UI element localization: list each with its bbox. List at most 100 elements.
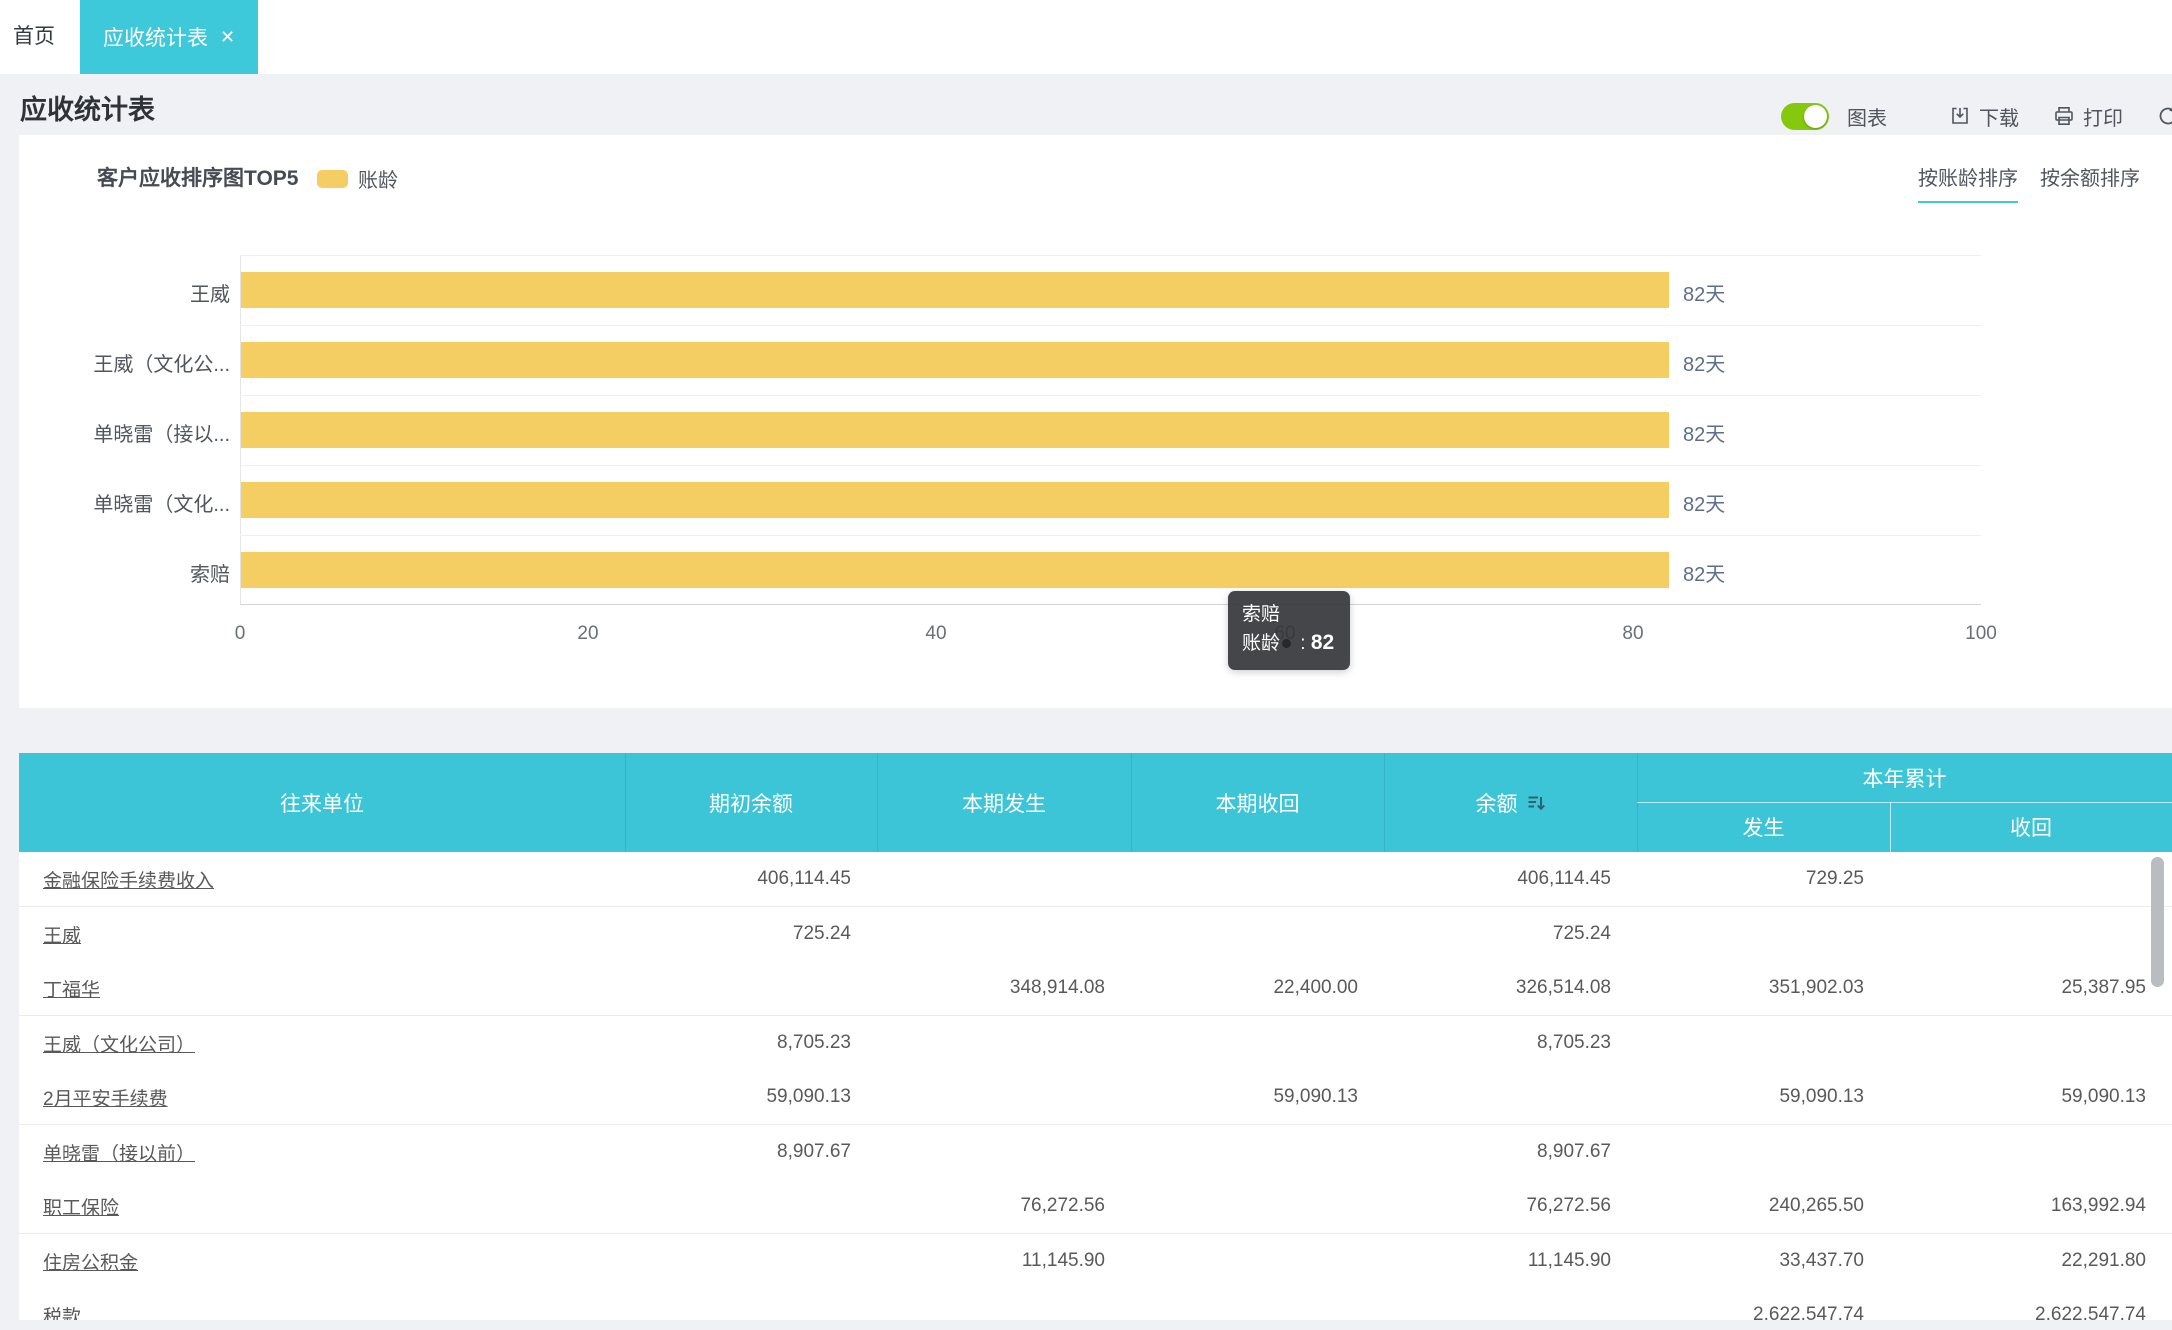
header-divider	[1131, 753, 1132, 852]
amount-cell: 59,090.13	[1273, 1086, 1358, 1107]
table-row: 税款 2,622,547.74 2,622,547.74	[19, 1288, 2172, 1320]
sort-tab-by-balance[interactable]: 按余额排序	[2040, 168, 2140, 190]
bar-category-label: 索赔	[190, 564, 230, 586]
x-tick-label: 0	[234, 623, 246, 644]
amount-cell	[1131, 1234, 1384, 1288]
amount-cell	[1890, 907, 2172, 961]
table-row: 王威（文化公司） 8,705.23 8,705.23	[19, 1016, 2172, 1071]
col-header-current-incurred[interactable]: 本期发生	[962, 792, 1046, 816]
bar-category-label: 王威（文化公...	[93, 354, 230, 376]
bar-1[interactable]	[241, 342, 1669, 378]
unit-name-link[interactable]: 税款	[43, 1306, 82, 1321]
download-button[interactable]: 下载	[1949, 102, 2019, 131]
header-subdivider	[1890, 802, 1891, 852]
sort-tab-by-aging[interactable]: 按账龄排序	[1918, 162, 2018, 203]
col-header-opening-balance[interactable]: 期初余额	[709, 792, 793, 816]
bar-value-label: 82天	[1683, 564, 1726, 586]
amount-cell	[625, 1234, 877, 1288]
amount-cell	[1131, 1288, 1384, 1320]
unit-name-link[interactable]: 金融保险手续费收入	[43, 870, 215, 892]
unit-name-link[interactable]: 丁福华	[43, 979, 101, 1001]
amount-cell	[1637, 1125, 1890, 1179]
col-header-current-received[interactable]: 本期收回	[1215, 792, 1300, 816]
amount-cell: 2,622,547.74	[1753, 1304, 1864, 1320]
chart-toggle-switch[interactable]	[1781, 102, 1829, 130]
amount-cell: 59,090.13	[1779, 1086, 1864, 1107]
table-header: 往来单位 期初余额 本期发生 本期收回 余额 本年累计 发生 收回	[19, 753, 2172, 852]
amount-cell: 22,291.80	[2061, 1250, 2146, 1271]
tab-receivable-stats[interactable]: 应收统计表 ✕	[80, 0, 258, 74]
unit-name-cell: 住房公积金	[19, 1234, 625, 1288]
bar-category-label: 单晓雷（文化...	[93, 494, 230, 516]
amount-cell	[1131, 852, 1384, 906]
unit-name-cell: 金融保险手续费收入	[19, 852, 625, 906]
amount-cell	[1384, 1288, 1637, 1320]
print-button[interactable]: 打印	[2053, 102, 2123, 131]
chart-toggle-knob	[1804, 104, 1827, 128]
x-tick-label: 40	[925, 623, 947, 644]
unit-name-cell: 职工保险	[19, 1179, 625, 1233]
tab-close-icon[interactable]: ✕	[219, 26, 236, 47]
bar-3[interactable]	[241, 482, 1669, 518]
amount-cell: 725.24	[1552, 923, 1611, 944]
amount-cell: 76,272.56	[1020, 1195, 1105, 1216]
tooltip-marker-dot	[1282, 639, 1292, 648]
x-tick-label: 100	[1965, 623, 1997, 644]
gridline	[240, 325, 1981, 326]
col-header-ytd-incurred[interactable]: 发生	[1742, 817, 1785, 840]
download-label: 下载	[1979, 107, 2019, 130]
x-axis-line	[240, 604, 1981, 605]
amount-cell	[1384, 1070, 1637, 1124]
amount-cell: 725.24	[792, 923, 851, 944]
amount-cell: 11,145.90	[1527, 1250, 1611, 1271]
amount-cell: 25,387.95	[2061, 977, 2146, 998]
vertical-scrollbar-thumb[interactable]	[2151, 857, 2164, 987]
amount-cell: 240,265.50	[1768, 1195, 1864, 1216]
legend-swatch-aging	[317, 169, 348, 188]
unit-name-link[interactable]: 王威（文化公司）	[43, 1034, 196, 1056]
header-divider	[625, 753, 626, 852]
unit-name-link[interactable]: 王威	[43, 925, 82, 947]
amount-cell: 76,272.56	[1526, 1195, 1611, 1216]
col-header-ytd-group: 本年累计	[1862, 767, 1947, 791]
amount-cell	[1131, 907, 1384, 961]
gridline	[240, 465, 1981, 466]
bar-value-label: 82天	[1683, 494, 1726, 516]
table-row: 丁福华 348,914.08 22,400.00 326,514.08 351,902.…	[19, 961, 2172, 1016]
bar-2[interactable]	[241, 412, 1669, 448]
col-header-ytd-received[interactable]: 收回	[2010, 817, 2052, 840]
unit-name-cell: 丁福华	[19, 961, 625, 1015]
unit-name-cell: 税款	[19, 1288, 625, 1321]
unit-name-cell: 王威	[19, 907, 625, 961]
unit-name-link[interactable]: 单晓雷（接以前）	[43, 1143, 196, 1165]
tab-home[interactable]: 首页	[13, 25, 55, 48]
refresh-button[interactable]: 刷新	[2157, 102, 2172, 131]
amount-cell: 351,902.03	[1768, 977, 1864, 998]
tooltip-value-line: 账龄 : 82	[1242, 631, 1335, 654]
amount-cell	[877, 1288, 1131, 1320]
bar-value-label: 82天	[1683, 284, 1726, 306]
header-subdivider	[1637, 802, 2172, 803]
unit-name-link[interactable]: 职工保险	[43, 1197, 120, 1219]
amount-cell	[1637, 1016, 1890, 1070]
amount-cell	[877, 1070, 1131, 1124]
bar-4[interactable]	[241, 552, 1669, 588]
unit-name-cell: 2月平安手续费	[19, 1070, 625, 1124]
amount-cell: 8,907.67	[777, 1141, 851, 1162]
chart-legend[interactable]: 账龄	[317, 164, 398, 193]
sort-descending-icon[interactable]	[1526, 793, 1546, 813]
bar-0[interactable]	[241, 272, 1669, 308]
page-title: 应收统计表	[20, 95, 155, 125]
download-icon	[1952, 107, 1968, 124]
table-body: 金融保险手续费收入 406,114.45 406,114.45 729.25 王威 725…	[19, 852, 2172, 1320]
amount-cell: 406,114.45	[757, 868, 851, 889]
unit-name-link[interactable]: 2月平安手续费	[43, 1088, 168, 1110]
col-header-balance[interactable]: 余额	[1384, 753, 1637, 852]
col-header-unit[interactable]: 往来单位	[280, 792, 364, 816]
unit-name-link[interactable]: 住房公积金	[43, 1252, 139, 1274]
amount-cell: 11,145.90	[1021, 1250, 1105, 1271]
amount-cell: 406,114.45	[1517, 868, 1611, 889]
amount-cell	[625, 961, 877, 1015]
amount-cell	[1890, 1016, 2172, 1070]
chart-card: 客户应收排序图TOP5 账龄 按账龄排序 按余额排序 王威 82天 王威（文化公..…	[19, 135, 2172, 708]
